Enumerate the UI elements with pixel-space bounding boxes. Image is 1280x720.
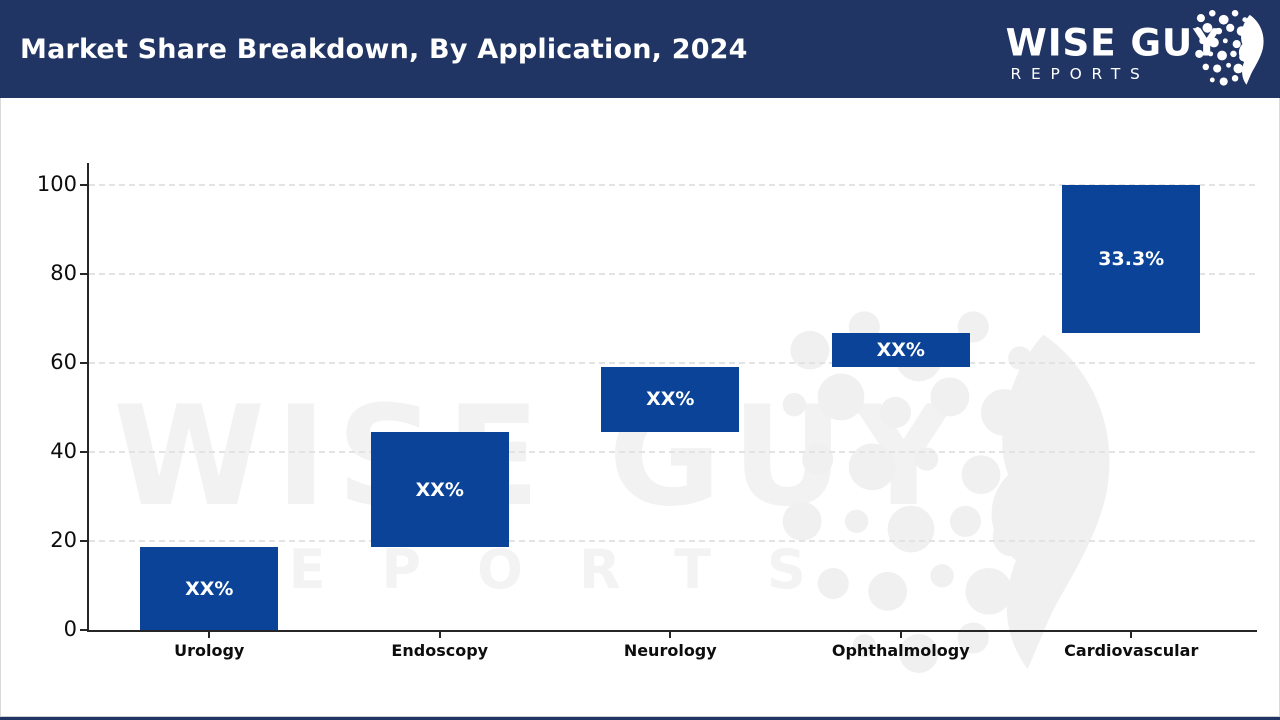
header-bar: Market Share Breakdown, By Application, … xyxy=(0,0,1280,98)
y-tick xyxy=(80,184,87,186)
x-tick xyxy=(899,631,902,638)
x-axis-line xyxy=(87,630,1257,632)
gridline xyxy=(89,451,1255,453)
y-tick-label: 60 xyxy=(50,350,77,374)
category-label: Neurology xyxy=(623,641,717,660)
y-tick-label: 40 xyxy=(50,439,77,463)
bar-value-label: XX% xyxy=(185,577,234,600)
wiseguy-logo-graphic: WISE GUY REPORTS xyxy=(1006,9,1264,86)
y-tick xyxy=(80,629,87,631)
y-tick xyxy=(80,540,87,542)
bar-value-label: XX% xyxy=(646,388,695,411)
y-tick xyxy=(80,362,87,364)
bar-segment-urology: XX% xyxy=(140,547,279,630)
bar-value-label: XX% xyxy=(876,338,925,361)
footer-strip xyxy=(0,717,1280,720)
gridline xyxy=(89,362,1255,364)
chart-title: Market Share Breakdown, By Application, … xyxy=(20,33,748,65)
y-tick-label: 100 xyxy=(36,172,77,196)
bar-value-label: 33.3% xyxy=(1098,248,1165,271)
brand-sub-text: REPORTS xyxy=(1011,65,1150,83)
x-tick xyxy=(208,631,211,638)
category-label: Urology xyxy=(174,641,245,660)
x-tick xyxy=(669,631,672,638)
wiseguy-logo: WISE GUY REPORTS xyxy=(1004,7,1266,91)
y-axis-line xyxy=(87,163,89,632)
face-dots-icon xyxy=(1195,9,1264,86)
gridline xyxy=(89,540,1255,542)
y-tick xyxy=(80,273,87,275)
bar-segment-neurology: XX% xyxy=(601,366,740,432)
category-label: Cardiovascular xyxy=(1064,641,1199,660)
y-tick-label: 20 xyxy=(50,528,77,552)
x-tick xyxy=(438,631,441,638)
bar-segment-endoscopy: XX% xyxy=(370,431,509,548)
x-tick xyxy=(1130,631,1133,638)
category-label: Endoscopy xyxy=(391,641,489,660)
gridline xyxy=(89,273,1255,275)
y-tick-label: 80 xyxy=(50,261,77,285)
y-tick-label: 0 xyxy=(63,617,77,641)
bar-segment-cardiovascular: 33.3% xyxy=(1062,185,1201,334)
gridline xyxy=(89,184,1255,186)
bar-segment-ophthalmology: XX% xyxy=(831,333,970,367)
brand-name-text: WISE GUY xyxy=(1006,21,1221,65)
bar-value-label: XX% xyxy=(415,478,464,501)
watermark-text-line2: REPORTS xyxy=(191,538,862,601)
y-tick xyxy=(80,451,87,453)
category-label: Ophthalmology xyxy=(831,641,970,660)
